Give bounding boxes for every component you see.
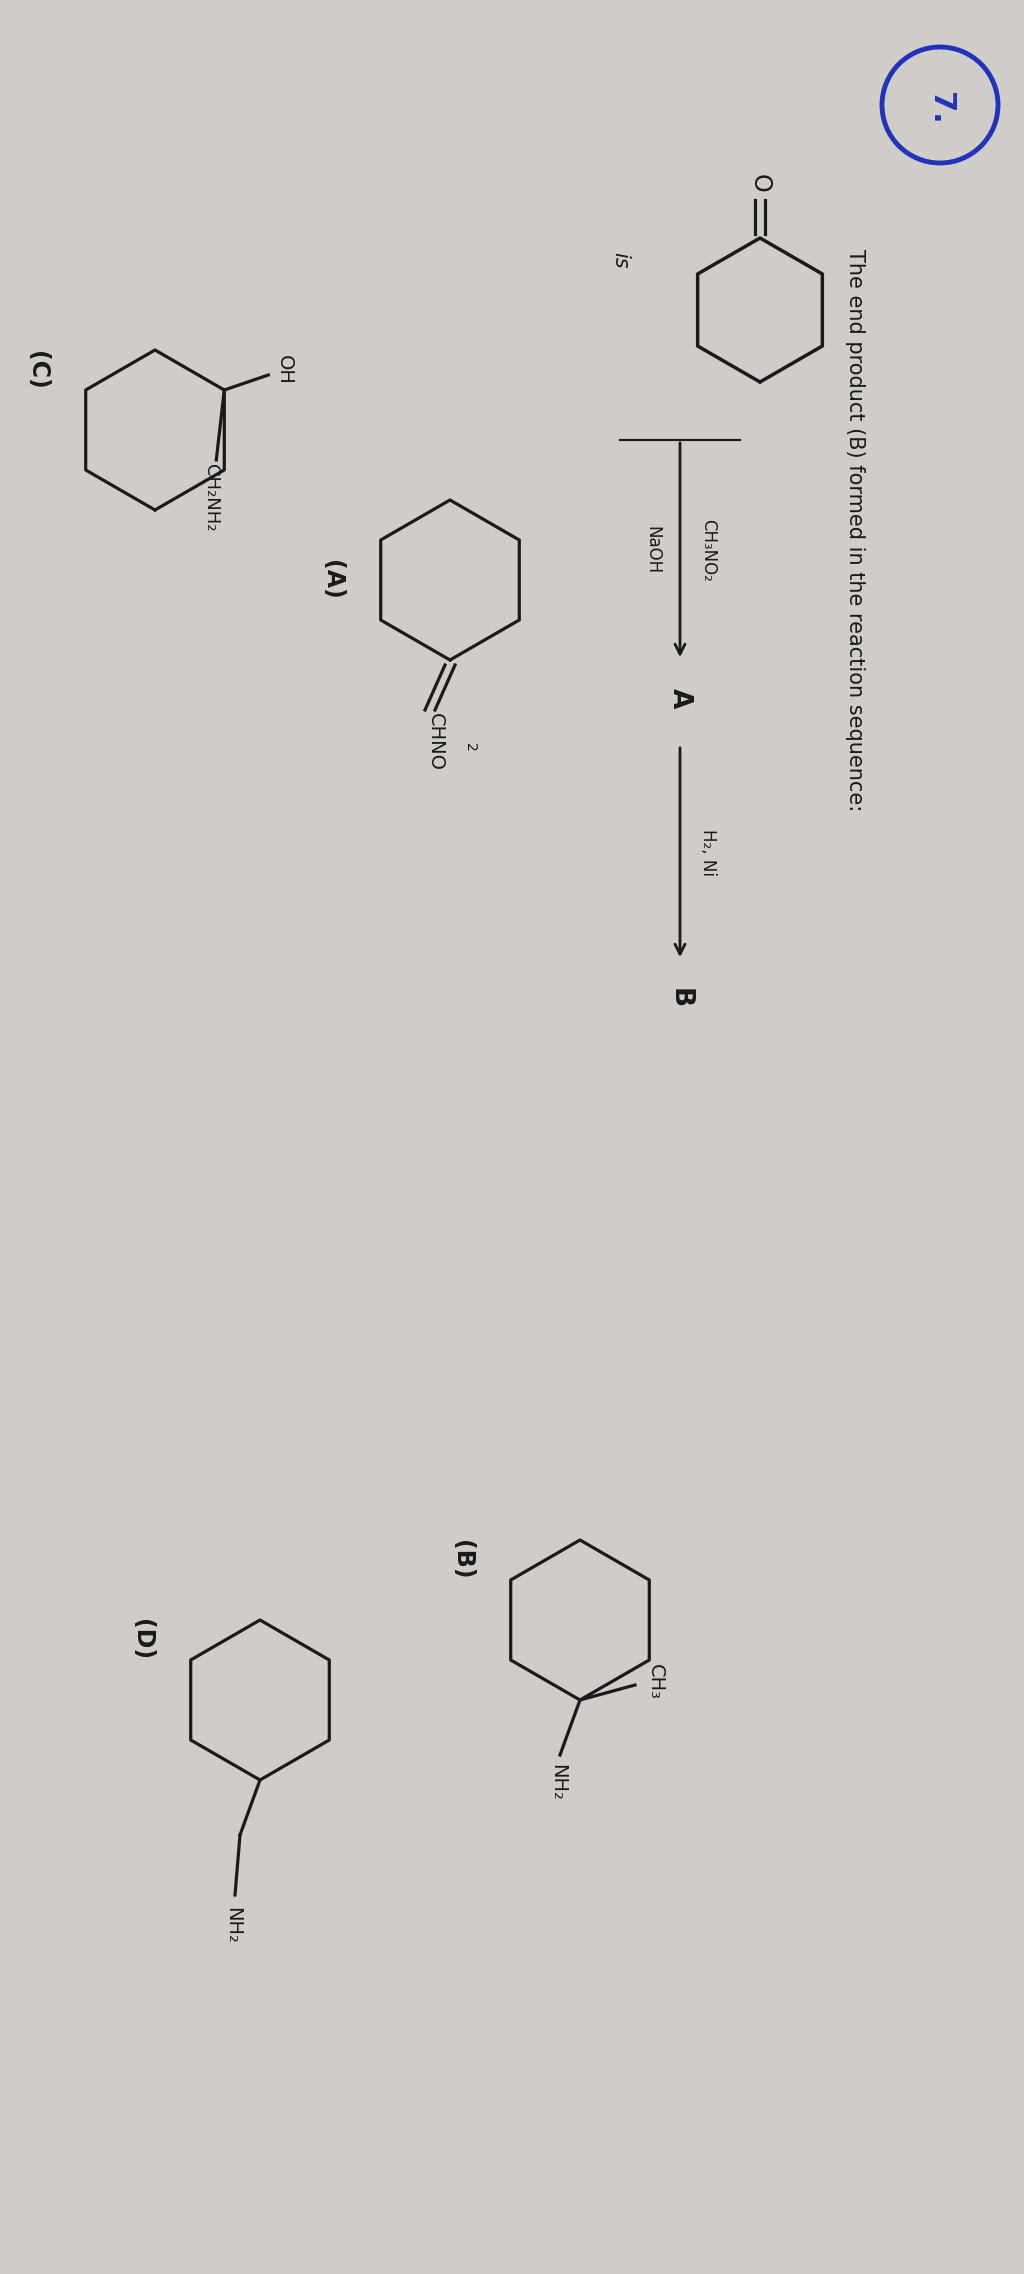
Text: NH₂: NH₂ — [549, 1765, 567, 1801]
Text: (A): (A) — [319, 559, 344, 600]
Text: NaOH: NaOH — [643, 525, 662, 573]
Text: CHNO: CHNO — [426, 714, 444, 771]
Text: is: is — [610, 252, 630, 268]
Text: A: A — [667, 687, 693, 707]
Text: CH₃NO₂: CH₃NO₂ — [699, 518, 717, 582]
Text: B: B — [667, 987, 693, 1007]
Text: (D): (D) — [130, 1619, 154, 1660]
Text: CH₂NH₂: CH₂NH₂ — [203, 464, 220, 532]
Text: 7.: 7. — [926, 91, 954, 125]
Text: (C): (C) — [25, 350, 49, 389]
Text: O: O — [748, 173, 772, 193]
Text: 2: 2 — [463, 744, 477, 750]
Text: OH: OH — [274, 355, 294, 384]
Text: The end product (B) formed in the reaction sequence:: The end product (B) formed in the reacti… — [845, 248, 865, 812]
Text: NH₂: NH₂ — [223, 1906, 243, 1944]
Text: H₂, Ni: H₂, Ni — [699, 830, 717, 875]
Text: CH₃: CH₃ — [645, 1665, 665, 1701]
Text: (B): (B) — [450, 1539, 474, 1580]
